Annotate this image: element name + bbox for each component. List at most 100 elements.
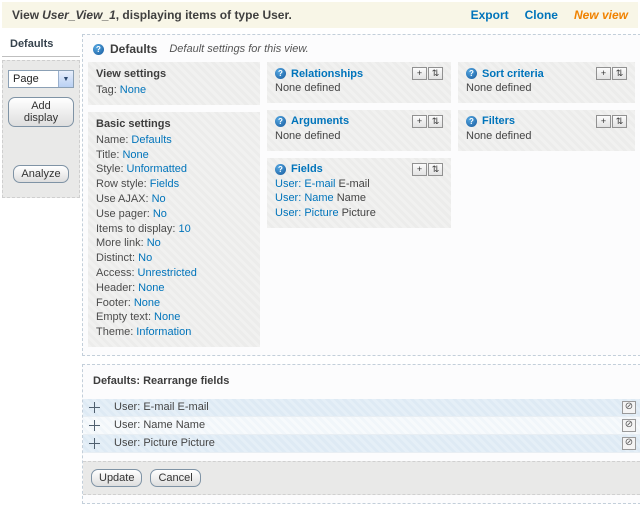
drag-handle-icon[interactable] <box>89 419 100 431</box>
display-type-select[interactable]: Page ▼ <box>8 70 74 88</box>
help-icon[interactable]: ? <box>275 163 286 175</box>
analyze-button[interactable]: Analyze <box>13 165 69 183</box>
setting-label: Theme: <box>96 326 134 339</box>
field-label-suffix: Picture <box>341 207 376 220</box>
rearrange-icon[interactable]: ⇅ <box>428 114 443 128</box>
basic-settings-box: Basic settings Name: Defaults Title: None … <box>88 111 260 347</box>
sort-criteria-header: ? Sort criteria + ⇅ <box>466 67 627 80</box>
tab-defaults[interactable]: Defaults <box>2 34 80 57</box>
setting-value-link[interactable]: Fields <box>149 178 180 191</box>
add-display-button[interactable]: Add display <box>8 97 74 127</box>
setting-value-link[interactable]: 10 <box>178 222 191 235</box>
rearrange-icon[interactable]: ⇅ <box>428 67 443 80</box>
field-item: User: Picture Picture <box>275 206 443 221</box>
setting-value-link[interactable]: None <box>138 281 165 294</box>
setting-label: Row style: <box>96 178 147 191</box>
setting-value-link[interactable]: No <box>152 207 167 220</box>
display-title: Defaults <box>110 42 158 56</box>
summary-suffix: , displaying items of type User. <box>115 8 292 22</box>
add-icon[interactable]: + <box>412 162 427 176</box>
setting-row: Row style: Fields <box>96 177 252 192</box>
settings-column-3: ? Sort criteria + ⇅ None defined ? <box>458 62 635 151</box>
view-name: User_View_1 <box>42 8 116 22</box>
arguments-empty-text: None defined <box>275 129 341 142</box>
setting-value-link[interactable]: None <box>154 311 181 324</box>
display-controls-panel: Page ▼ Add display Analyze <box>2 60 80 198</box>
drag-handle-icon[interactable] <box>89 437 100 449</box>
setting-row: Empty text: None <box>96 310 252 325</box>
view-summary-bar: View User_View_1, displaying items of typ… <box>2 2 638 28</box>
rearrange-row-label: User: E-mail E-mail <box>114 401 209 414</box>
remove-icon[interactable]: ⊘ <box>622 436 636 450</box>
relationships-title-link[interactable]: Relationships <box>291 67 364 80</box>
fields-header: ? Fields + ⇅ <box>275 162 443 176</box>
clone-link[interactable]: Clone <box>524 8 558 22</box>
setting-label: Use AJAX: <box>96 192 149 205</box>
setting-row: Use pager: No <box>96 207 252 222</box>
export-link[interactable]: Export <box>470 8 509 22</box>
rearrange-fields-panel: Defaults: Rearrange fields User: E-mail … <box>82 363 640 504</box>
settings-column-1: View settings Tag: None Basic settings Na… <box>88 62 260 347</box>
setting-value-link[interactable]: None <box>133 296 161 309</box>
setting-value-link[interactable]: No <box>146 237 161 250</box>
field-item: User: Name Name <box>275 191 443 206</box>
remove-icon[interactable]: ⊘ <box>622 400 636 414</box>
new-view-link[interactable]: New view <box>573 8 628 22</box>
display-header: ? Defaults Default settings for this vie… <box>83 35 640 62</box>
views-edit-content: Defaults Page ▼ Add display Analyze ? De… <box>2 34 640 504</box>
arguments-title-link[interactable]: Arguments <box>291 115 350 128</box>
setting-row: Style: Unformatted <box>96 162 252 177</box>
display-type-value: Page <box>13 73 39 85</box>
view-summary-text: View User_View_1, displaying items of typ… <box>12 8 292 22</box>
rearrange-icon[interactable]: ⇅ <box>428 162 443 176</box>
help-icon[interactable]: ? <box>275 68 286 79</box>
cancel-button[interactable]: Cancel <box>150 468 201 487</box>
filters-title-link[interactable]: Filters <box>482 115 516 128</box>
setting-label: Name: <box>96 133 129 146</box>
add-icon[interactable]: + <box>412 67 427 80</box>
remove-icon[interactable]: ⊘ <box>622 418 636 432</box>
drag-handle-icon[interactable] <box>89 401 100 413</box>
setting-value-link[interactable]: None <box>119 84 147 96</box>
add-icon[interactable]: + <box>412 114 427 128</box>
rearrange-row[interactable]: User: Picture Picture ⊘ <box>83 434 640 453</box>
setting-label: Empty text: <box>96 311 152 324</box>
setting-label: Footer: <box>96 296 131 309</box>
fields-title-link[interactable]: Fields <box>291 163 323 176</box>
filters-header: ? Filters + ⇅ <box>466 114 627 128</box>
setting-value-link[interactable]: Defaults <box>131 133 172 146</box>
field-link[interactable]: User: E-mail <box>275 177 336 190</box>
field-link[interactable]: User: Picture <box>275 207 339 220</box>
setting-value-link[interactable]: No <box>138 252 153 265</box>
help-icon[interactable]: ? <box>93 43 104 55</box>
setting-value-link[interactable]: None <box>122 148 149 161</box>
relationships-box: ? Relationships + ⇅ None defined <box>267 62 451 103</box>
help-icon[interactable]: ? <box>275 115 286 127</box>
sort-criteria-title-link[interactable]: Sort criteria <box>482 67 544 80</box>
add-icon[interactable]: + <box>596 67 611 80</box>
add-icon[interactable]: + <box>596 114 611 128</box>
rearrange-icon[interactable]: ⇅ <box>612 67 627 80</box>
rearrange-row[interactable]: User: E-mail E-mail ⊘ <box>83 398 640 417</box>
view-actions: Export Clone New view <box>471 8 628 22</box>
chevron-down-icon: ▼ <box>58 71 73 87</box>
view-settings-box: View settings Tag: None <box>88 62 260 105</box>
rearrange-icon[interactable]: ⇅ <box>612 114 627 128</box>
rearrange-footer: Update Cancel <box>83 460 640 495</box>
rearrange-row-label: User: Name Name <box>114 419 206 432</box>
field-label-suffix: Name <box>336 192 367 205</box>
rearrange-row[interactable]: User: Name Name ⊘ <box>83 416 640 435</box>
help-icon[interactable]: ? <box>466 68 477 79</box>
setting-value-link[interactable]: Information <box>136 326 192 339</box>
setting-label: Tag: <box>96 84 117 96</box>
setting-value-link[interactable]: No <box>151 192 166 205</box>
relationships-empty-text: None defined <box>275 82 341 94</box>
field-link[interactable]: User: Name <box>275 192 334 205</box>
setting-value-link[interactable]: Unrestricted <box>137 266 197 279</box>
display-settings-panel: ? Defaults Default settings for this vie… <box>82 34 640 356</box>
help-icon[interactable]: ? <box>466 115 477 127</box>
update-button[interactable]: Update <box>91 468 143 487</box>
setting-value-link[interactable]: Unformatted <box>126 163 188 176</box>
filters-empty-text: None defined <box>466 129 532 142</box>
setting-label: Header: <box>96 281 136 294</box>
